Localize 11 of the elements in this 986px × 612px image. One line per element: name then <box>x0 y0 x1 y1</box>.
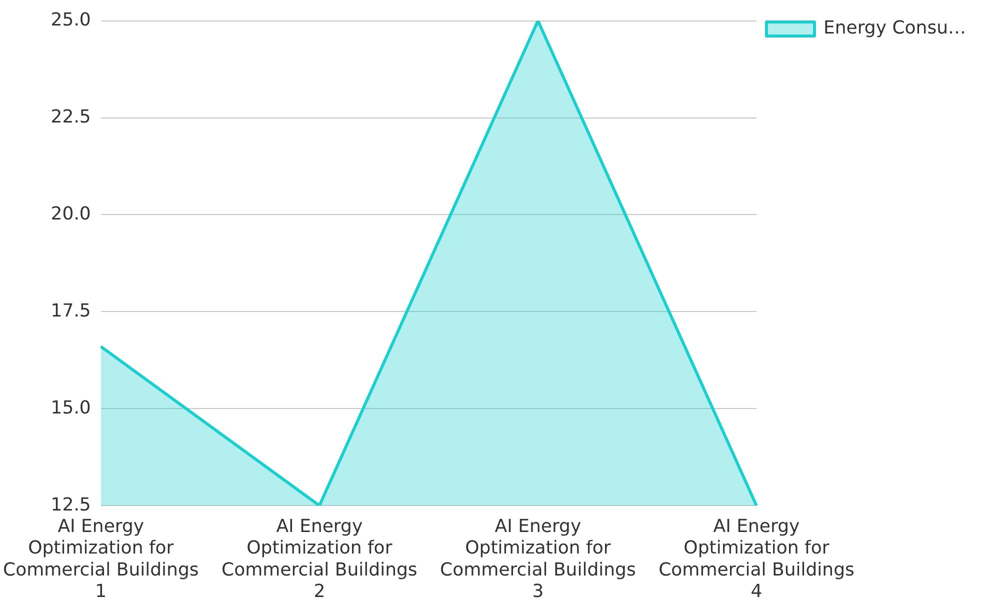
y-tick-label: 17.5 <box>50 300 91 322</box>
y-tick-label: 15.0 <box>50 397 91 418</box>
y-tick-label: 22.5 <box>50 106 91 128</box>
y-tick-label: 20.0 <box>50 203 91 224</box>
x-tick-label: AI Energy Optimization for Commercial Buildings 2 <box>222 516 418 602</box>
legend-label: Energy Consu… <box>823 18 966 39</box>
x-tick-label: AI Energy Optimization for Commercial Buildings 1 <box>3 516 199 602</box>
y-tick-label: 25.0 <box>50 9 91 30</box>
y-tick-label: 12.5 <box>50 494 91 516</box>
x-tick-label: AI Energy Optimization for Commercial Buildings 3 <box>440 516 636 602</box>
x-tick-label: AI Energy Optimization for Commercial Buildings 4 <box>658 516 854 602</box>
